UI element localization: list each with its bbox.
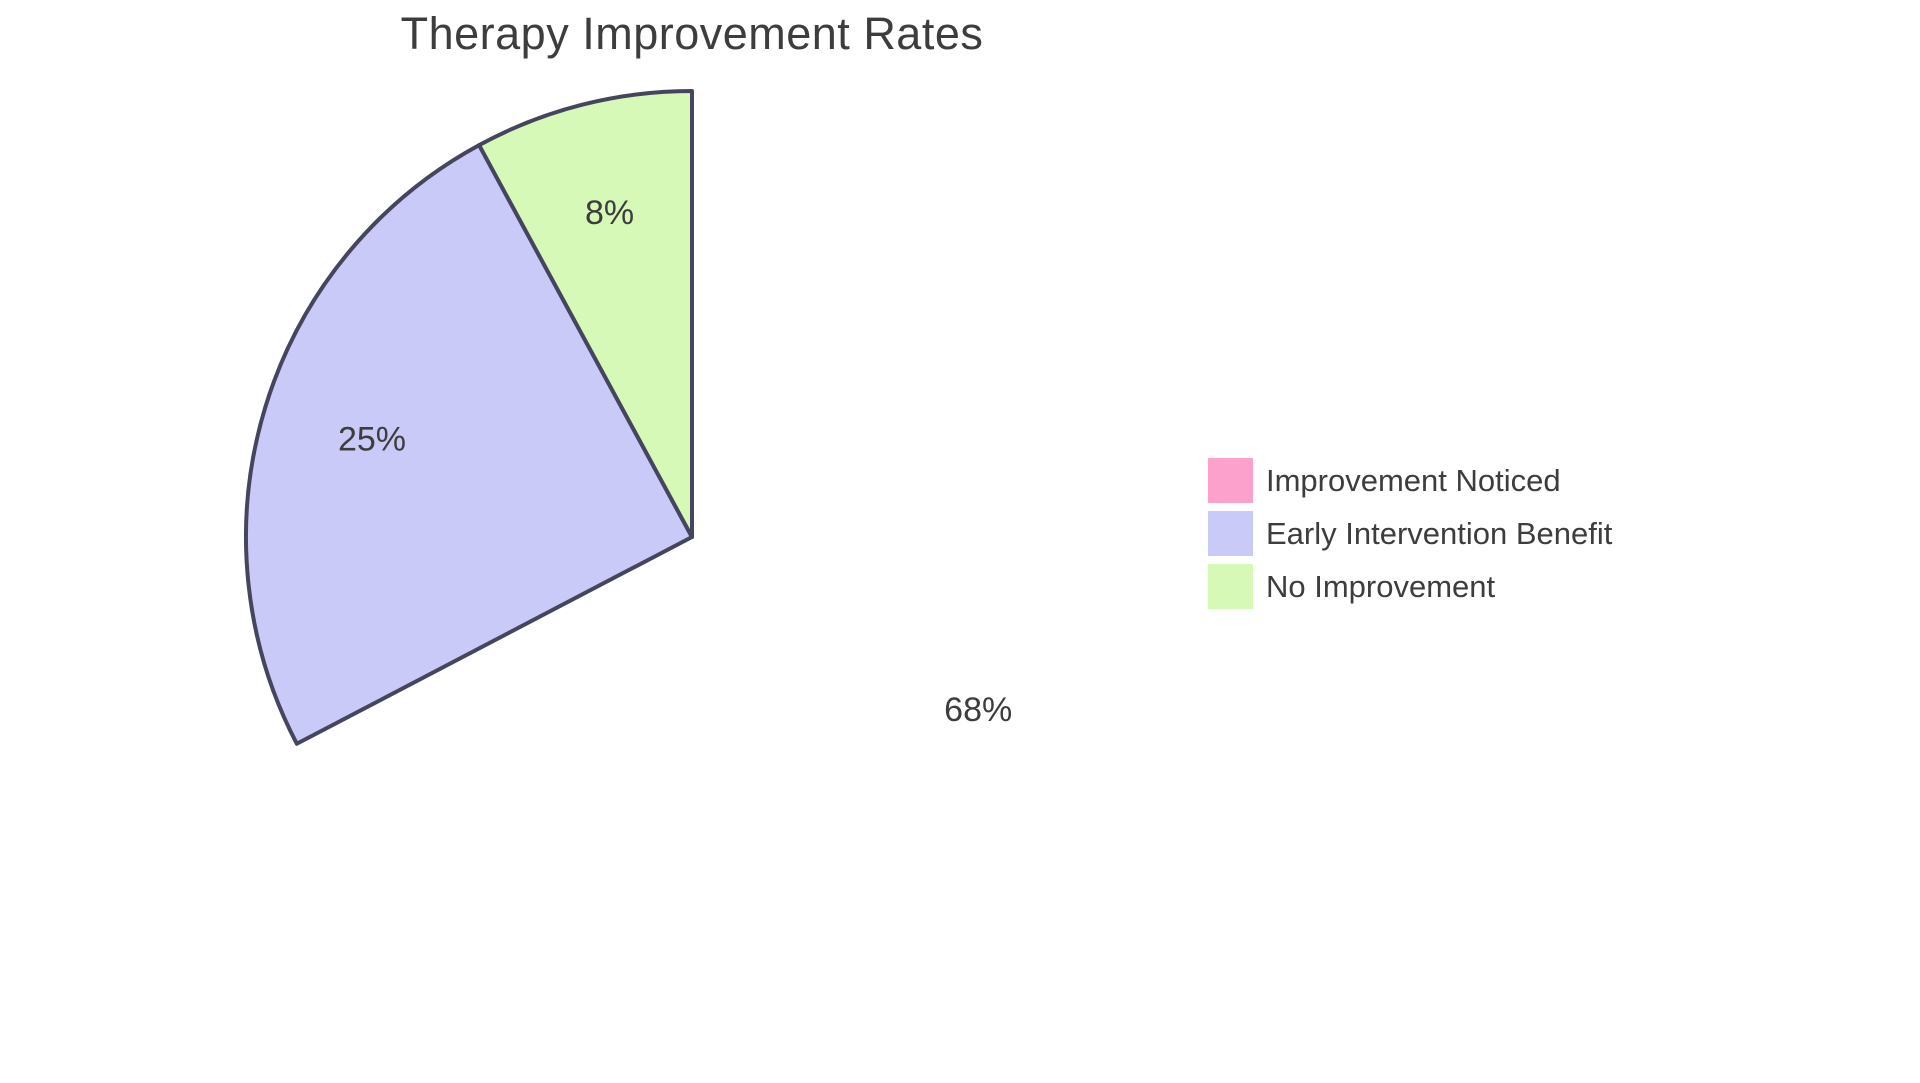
slice-percent-label: 8% [585, 194, 634, 232]
slice-percent-label: 25% [338, 421, 406, 459]
legend-item-no-improvement[interactable]: No Improvement [1208, 564, 1612, 609]
legend-label: Early Intervention Benefit [1266, 515, 1613, 551]
legend: Improvement Noticed Early Intervention B… [1208, 458, 1612, 609]
legend-label: Improvement Noticed [1266, 462, 1561, 498]
pie-percent-labels: 68% 25% 8% [338, 194, 1012, 729]
legend-swatch [1208, 458, 1253, 503]
pie-slices [244, 89, 694, 746]
legend-swatch [1208, 511, 1253, 556]
legend-item-early-intervention-benefit[interactable]: Early Intervention Benefit [1208, 511, 1612, 556]
legend-item-improvement-noticed[interactable]: Improvement Noticed [1208, 458, 1612, 503]
legend-label: No Improvement [1266, 568, 1496, 604]
pie-slice-early-intervention-benefit[interactable] [477, 89, 694, 539]
chart-title: Therapy Improvement Rates [400, 8, 984, 59]
pie-slice-improvement-noticed[interactable] [244, 143, 694, 746]
legend-swatch [1208, 564, 1253, 609]
slice-percent-label: 68% [944, 691, 1012, 729]
